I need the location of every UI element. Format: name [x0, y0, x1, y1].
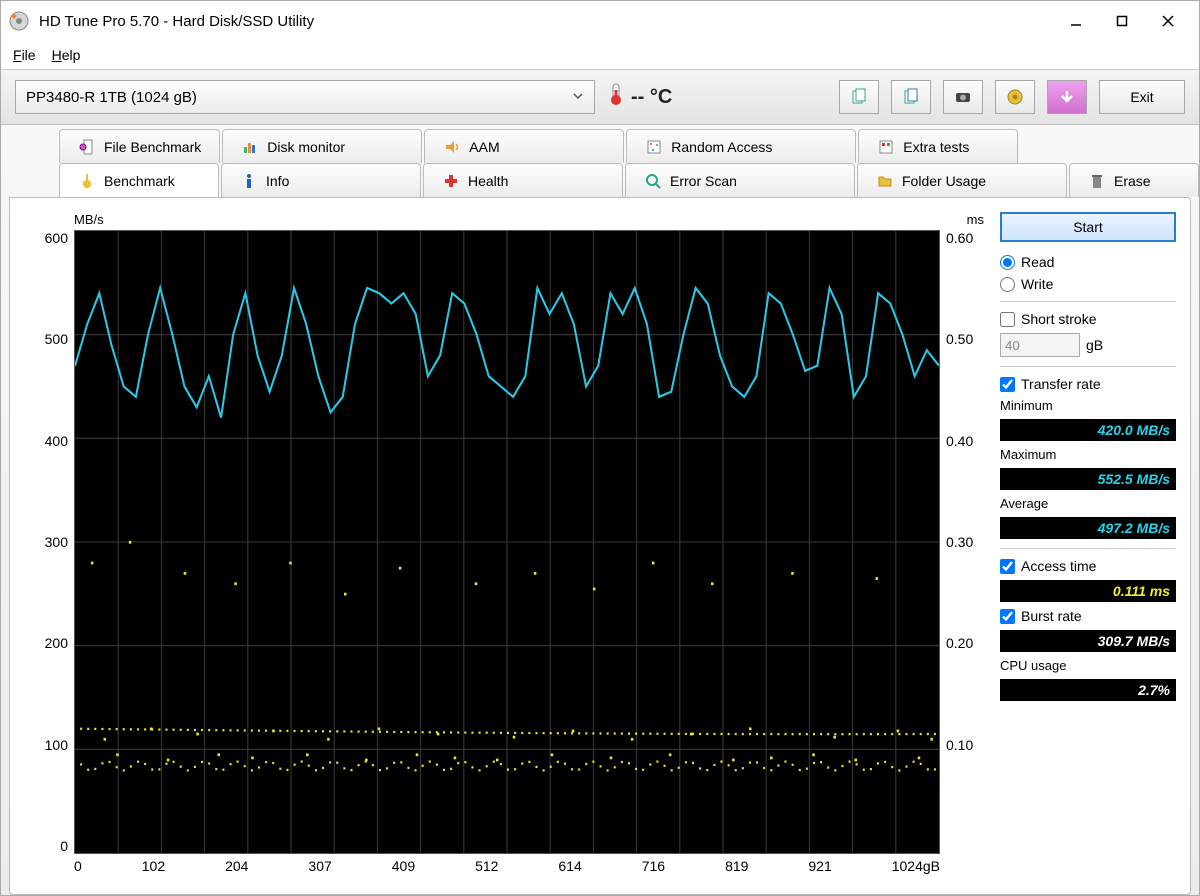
- tab-row-1: File Benchmark Disk monitor AAM Random A…: [59, 129, 1191, 163]
- y-right-unit: ms: [967, 212, 984, 230]
- burst-rate-value: 309.7 MB/s: [1000, 630, 1176, 652]
- save-button[interactable]: [1047, 80, 1087, 114]
- titlebar: HD Tune Pro 5.70 - Hard Disk/SSD Utility: [1, 1, 1199, 41]
- benchmark-panel: MB/s ms 6005004003002001000 0.600.500.40…: [9, 197, 1191, 895]
- tab-folder-usage[interactable]: Folder Usage: [857, 163, 1067, 197]
- chevron-down-icon: [572, 89, 584, 106]
- short-stroke-input: [1000, 333, 1080, 357]
- app-window: HD Tune Pro 5.70 - Hard Disk/SSD Utility…: [0, 0, 1200, 896]
- check-transfer-rate[interactable]: Transfer rate: [1000, 376, 1176, 392]
- folder-icon: [876, 172, 894, 190]
- menubar: File Help: [1, 41, 1199, 69]
- benchmark-icon: [78, 172, 96, 190]
- random-access-icon: [645, 138, 663, 156]
- x-axis: 01022043074095126147168199211024gB: [74, 854, 940, 880]
- check-burst-rate[interactable]: Burst rate: [1000, 608, 1176, 624]
- cpu-usage-value: 2.7%: [1000, 679, 1176, 701]
- tab-error-scan[interactable]: Error Scan: [625, 163, 855, 197]
- toolbar: PP3480-R 1TB (1024 gB) -- °C Exit: [1, 69, 1199, 125]
- check-access-time[interactable]: Access time: [1000, 558, 1176, 574]
- minimum-label: Minimum: [1000, 398, 1176, 413]
- tab-row-2: Benchmark Info Health Error Scan Folder …: [59, 163, 1191, 197]
- error-scan-icon: [644, 172, 662, 190]
- radio-read[interactable]: Read: [1000, 254, 1176, 270]
- app-icon: [9, 11, 29, 31]
- erase-icon: [1088, 172, 1106, 190]
- access-time-value: 0.111 ms: [1000, 580, 1176, 602]
- extra-tests-icon: [877, 138, 895, 156]
- copy-screenshot-button[interactable]: [891, 80, 931, 114]
- tab-area: File Benchmark Disk monitor AAM Random A…: [1, 125, 1199, 895]
- y-axis-left: 6005004003002001000: [24, 230, 74, 854]
- y-axis-right: 0.600.500.400.300.200.10: [940, 230, 990, 854]
- menu-help[interactable]: Help: [52, 47, 81, 63]
- close-button[interactable]: [1145, 6, 1191, 36]
- check-short-stroke[interactable]: Short stroke: [1000, 311, 1176, 327]
- chart-container: MB/s ms 6005004003002001000 0.600.500.40…: [24, 212, 990, 880]
- window-title: HD Tune Pro 5.70 - Hard Disk/SSD Utility: [39, 13, 1053, 30]
- cpu-usage-label: CPU usage: [1000, 658, 1176, 673]
- average-value: 497.2 MB/s: [1000, 517, 1176, 539]
- temperature-readout: -- °C: [607, 82, 672, 112]
- tab-file-benchmark[interactable]: File Benchmark: [59, 129, 220, 163]
- tab-benchmark[interactable]: Benchmark: [59, 163, 219, 197]
- aam-icon: [443, 138, 461, 156]
- tab-health[interactable]: Health: [423, 163, 623, 197]
- y-left-unit: MB/s: [74, 212, 104, 230]
- thermometer-icon: [607, 82, 625, 112]
- temperature-value: -- °C: [631, 86, 672, 109]
- file-benchmark-icon: [78, 138, 96, 156]
- disk-monitor-icon: [241, 138, 259, 156]
- maximum-value: 552.5 MB/s: [1000, 468, 1176, 490]
- tab-extra-tests[interactable]: Extra tests: [858, 129, 1018, 163]
- minimum-value: 420.0 MB/s: [1000, 419, 1176, 441]
- menu-file[interactable]: File: [13, 47, 36, 63]
- options-button[interactable]: [995, 80, 1035, 114]
- minimize-button[interactable]: [1053, 6, 1099, 36]
- tab-random-access[interactable]: Random Access: [626, 129, 856, 163]
- save-screenshot-button[interactable]: [943, 80, 983, 114]
- exit-button[interactable]: Exit: [1099, 80, 1185, 114]
- drive-select-value: PP3480-R 1TB (1024 gB): [26, 89, 197, 106]
- health-icon: [442, 172, 460, 190]
- tab-aam[interactable]: AAM: [424, 129, 624, 163]
- chart-plot: [74, 230, 940, 854]
- drive-select[interactable]: PP3480-R 1TB (1024 gB): [15, 80, 595, 114]
- side-panel: Start Read Write Short stroke gB Transfe…: [1000, 212, 1176, 880]
- short-stroke-spinner[interactable]: gB: [1000, 333, 1176, 357]
- copy-info-button[interactable]: [839, 80, 879, 114]
- tab-disk-monitor[interactable]: Disk monitor: [222, 129, 422, 163]
- info-icon: [240, 172, 258, 190]
- average-label: Average: [1000, 496, 1176, 511]
- tab-erase[interactable]: Erase: [1069, 163, 1199, 197]
- short-stroke-unit: gB: [1086, 337, 1103, 353]
- start-button[interactable]: Start: [1000, 212, 1176, 242]
- tab-info[interactable]: Info: [221, 163, 421, 197]
- radio-write[interactable]: Write: [1000, 276, 1176, 292]
- maximum-label: Maximum: [1000, 447, 1176, 462]
- maximize-button[interactable]: [1099, 6, 1145, 36]
